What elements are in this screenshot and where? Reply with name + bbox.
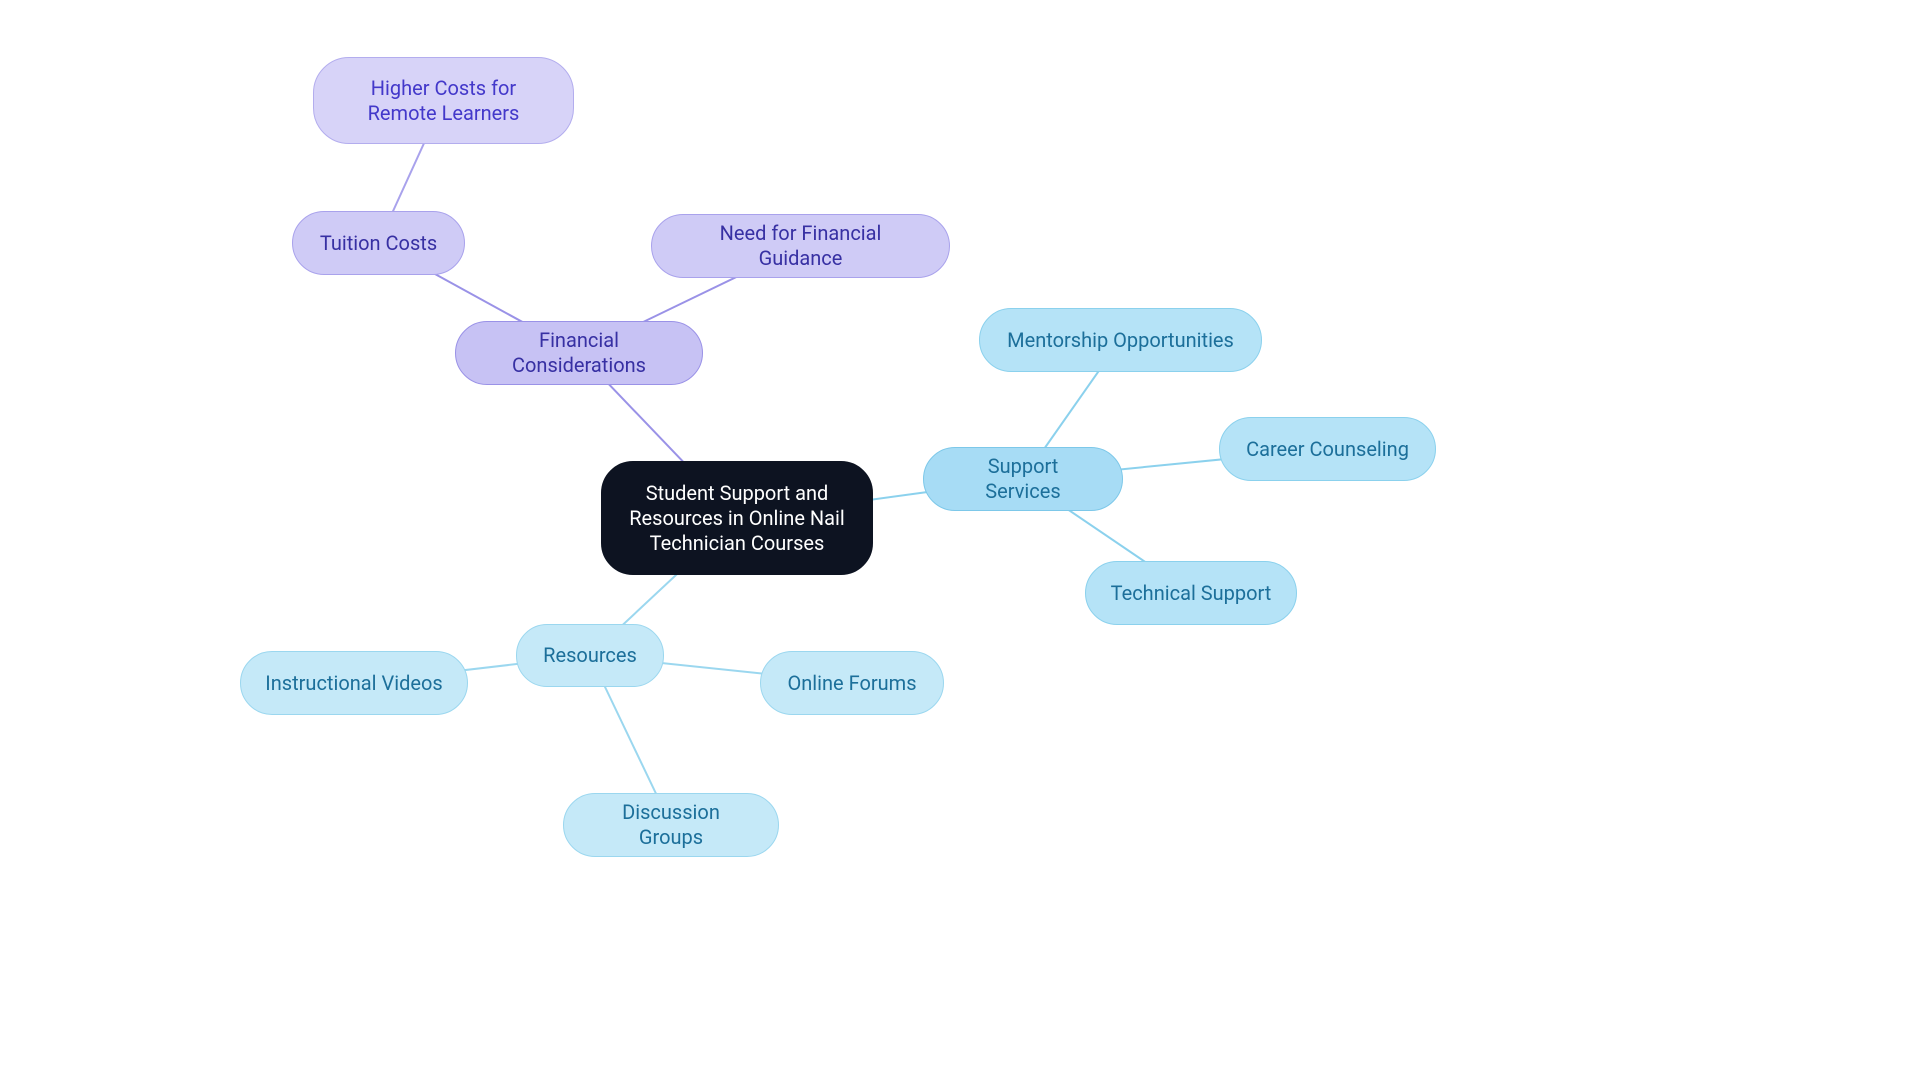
node-label: Resources [543,643,637,668]
node-financial[interactable]: Financial Considerations [455,321,703,385]
node-label: Career Counseling [1246,437,1409,462]
node-financial-guidance[interactable]: Need for Financial Guidance [651,214,950,278]
node-label: Technical Support [1111,581,1272,606]
mindmap-canvas: Student Support and Resources in Online … [0,0,1920,1083]
node-resources[interactable]: Resources [516,624,664,687]
node-label: Mentorship Opportunities [1007,328,1234,353]
node-label: Higher Costs for Remote Learners [338,76,549,126]
node-online-forums[interactable]: Online Forums [760,651,944,715]
edges-layer [0,0,1920,1083]
node-label: Need for Financial Guidance [676,221,925,271]
node-technical-support[interactable]: Technical Support [1085,561,1297,625]
node-discussion-groups[interactable]: Discussion Groups [563,793,779,857]
node-support-services[interactable]: Support Services [923,447,1123,511]
node-label: Tuition Costs [320,231,437,256]
node-label: Student Support and Resources in Online … [626,481,848,556]
node-instructional-videos[interactable]: Instructional Videos [240,651,468,715]
node-root[interactable]: Student Support and Resources in Online … [601,461,873,575]
node-career-counseling[interactable]: Career Counseling [1219,417,1436,481]
node-label: Discussion Groups [588,800,754,850]
node-label: Financial Considerations [480,328,678,378]
node-higher-costs[interactable]: Higher Costs for Remote Learners [313,57,574,144]
node-label: Instructional Videos [265,671,442,696]
node-label: Support Services [948,454,1098,504]
node-tuition[interactable]: Tuition Costs [292,211,465,275]
node-mentorship[interactable]: Mentorship Opportunities [979,308,1262,372]
node-label: Online Forums [787,671,916,696]
